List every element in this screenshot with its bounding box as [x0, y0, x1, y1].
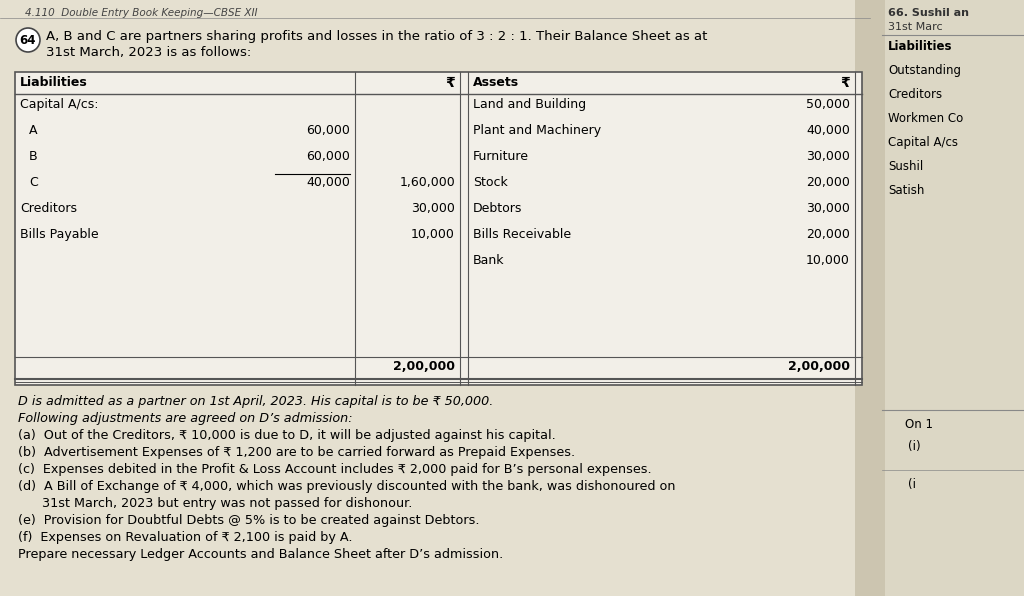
Text: Sushil: Sushil — [888, 160, 924, 173]
Text: 31st Marc: 31st Marc — [888, 22, 943, 32]
Text: 20,000: 20,000 — [806, 228, 850, 241]
Text: 30,000: 30,000 — [806, 202, 850, 215]
Text: (b)  Advertisement Expenses of ₹ 1,200 are to be carried forward as Prepaid Expe: (b) Advertisement Expenses of ₹ 1,200 ar… — [18, 446, 575, 459]
Text: A, B and C are partners sharing profits and losses in the ratio of 3 : 2 : 1. Th: A, B and C are partners sharing profits … — [46, 30, 708, 43]
Text: Stock: Stock — [473, 176, 508, 189]
Text: Prepare necessary Ledger Accounts and Balance Sheet after D’s admission.: Prepare necessary Ledger Accounts and Ba… — [18, 548, 503, 561]
Circle shape — [16, 28, 40, 52]
Text: 60,000: 60,000 — [306, 124, 350, 137]
Text: 31st March, 2023 is as follows:: 31st March, 2023 is as follows: — [46, 46, 251, 59]
Text: 10,000: 10,000 — [411, 228, 455, 241]
Text: 50,000: 50,000 — [806, 98, 850, 111]
Text: 2,00,000: 2,00,000 — [788, 360, 850, 373]
Bar — [885, 0, 1024, 596]
Text: 2,00,000: 2,00,000 — [393, 360, 455, 373]
Bar — [15, 72, 862, 385]
Text: (a)  Out of the Creditors, ₹ 10,000 is due to D, it will be adjusted against his: (a) Out of the Creditors, ₹ 10,000 is du… — [18, 429, 556, 442]
Text: ₹: ₹ — [445, 76, 455, 90]
Text: 40,000: 40,000 — [806, 124, 850, 137]
Text: Capital A/cs: Capital A/cs — [888, 136, 958, 149]
Text: Debtors: Debtors — [473, 202, 522, 215]
Text: Assets: Assets — [473, 76, 519, 89]
Text: 60,000: 60,000 — [306, 150, 350, 163]
Text: Bills Payable: Bills Payable — [20, 228, 98, 241]
Text: 20,000: 20,000 — [806, 176, 850, 189]
Text: (d)  A Bill of Exchange of ₹ 4,000, which was previously discounted with the ban: (d) A Bill of Exchange of ₹ 4,000, which… — [18, 480, 676, 493]
Text: (f)  Expenses on Revaluation of ₹ 2,100 is paid by A.: (f) Expenses on Revaluation of ₹ 2,100 i… — [18, 531, 352, 544]
Text: C: C — [29, 176, 38, 189]
Text: Following adjustments are agreed on D’s admission:: Following adjustments are agreed on D’s … — [18, 412, 352, 425]
Text: 40,000: 40,000 — [306, 176, 350, 189]
Text: Creditors: Creditors — [20, 202, 77, 215]
Text: (c)  Expenses debited in the Profit & Loss Account includes ₹ 2,000 paid for B’s: (c) Expenses debited in the Profit & Los… — [18, 463, 651, 476]
Text: Furniture: Furniture — [473, 150, 529, 163]
Text: (i): (i) — [908, 440, 921, 453]
Text: On 1: On 1 — [905, 418, 933, 431]
Text: Liabilities: Liabilities — [20, 76, 88, 89]
Text: Workmen Co: Workmen Co — [888, 112, 964, 125]
Text: B: B — [29, 150, 38, 163]
Text: (i: (i — [908, 478, 916, 491]
Text: Liabilities: Liabilities — [888, 40, 952, 53]
Text: Plant and Machinery: Plant and Machinery — [473, 124, 601, 137]
Text: A: A — [29, 124, 38, 137]
Bar — [0, 0, 870, 596]
Text: (e)  Provision for Doubtful Debts @ 5% is to be created against Debtors.: (e) Provision for Doubtful Debts @ 5% is… — [18, 514, 479, 527]
Text: ₹: ₹ — [841, 76, 850, 90]
Text: 30,000: 30,000 — [411, 202, 455, 215]
Text: 10,000: 10,000 — [806, 254, 850, 267]
Text: 30,000: 30,000 — [806, 150, 850, 163]
Text: 1,60,000: 1,60,000 — [399, 176, 455, 189]
Text: Land and Building: Land and Building — [473, 98, 586, 111]
Text: Creditors: Creditors — [888, 88, 942, 101]
Text: Satish: Satish — [888, 184, 925, 197]
Text: 64: 64 — [19, 33, 36, 46]
Text: Bank: Bank — [473, 254, 505, 267]
Text: Capital A/cs:: Capital A/cs: — [20, 98, 98, 111]
Text: 66. Sushil an: 66. Sushil an — [888, 8, 969, 18]
Text: Bills Receivable: Bills Receivable — [473, 228, 571, 241]
Text: 31st March, 2023 but entry was not passed for dishonour.: 31st March, 2023 but entry was not passe… — [18, 497, 413, 510]
Bar — [855, 0, 1024, 596]
Text: 4.110  Double Entry Book Keeping—CBSE XII: 4.110 Double Entry Book Keeping—CBSE XII — [25, 8, 257, 18]
Text: Outstanding: Outstanding — [888, 64, 961, 77]
Text: D is admitted as a partner on 1st April, 2023. His capital is to be ₹ 50,000.: D is admitted as a partner on 1st April,… — [18, 395, 494, 408]
